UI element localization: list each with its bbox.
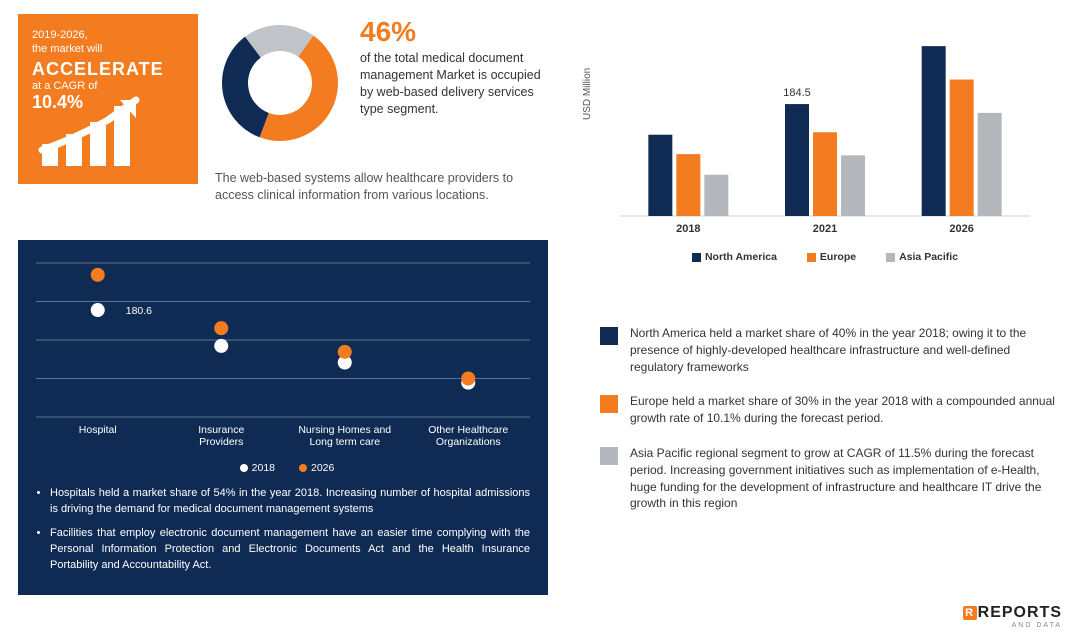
navy-bullet: Facilities that employ electronic docume… — [50, 526, 530, 574]
region-bullet: Asia Pacific regional segment to grow at… — [600, 445, 1055, 512]
svg-text:Nursing Homes and: Nursing Homes and — [298, 424, 391, 436]
region-text: Asia Pacific regional segment to grow at… — [630, 445, 1055, 512]
region-text: Europe held a market share of 30% in the… — [630, 393, 1055, 427]
growth-icon — [36, 94, 176, 174]
bar — [704, 175, 728, 216]
cagr-label: at a CAGR of — [32, 80, 184, 92]
region-swatch — [600, 447, 618, 465]
bar — [785, 104, 809, 216]
logo: RREPORTS AND DATA — [963, 604, 1062, 629]
infographic-root: 2019-2026, the market will ACCELERATE at… — [0, 0, 1080, 637]
bar — [676, 154, 700, 216]
logo-main: REPORTS — [978, 604, 1062, 621]
logo-icon: R — [963, 606, 977, 620]
region-text: North America held a market share of 40%… — [630, 325, 1055, 375]
navy-panel: 180.6 Hospital InsuranceProviders Nursing H… — [18, 240, 548, 595]
accelerate-box: 2019-2026, the market will ACCELERATE at… — [18, 14, 198, 184]
bar — [950, 80, 974, 217]
donut-caption: 46% of the total medical document manage… — [360, 16, 545, 118]
svg-text:Organizations: Organizations — [436, 436, 501, 448]
donut-subtext: The web-based systems allow healthcare p… — [215, 170, 545, 204]
bar-chart-area: USD Million 184.5201820212026 North Amer… — [590, 20, 1050, 280]
navy-bullets: Hospitals held a market share of 54% in … — [36, 486, 530, 574]
dot-point — [338, 345, 352, 359]
logo-sub: AND DATA — [963, 622, 1062, 629]
region-bullet: North America held a market share of 40%… — [600, 325, 1055, 375]
svg-text:2021: 2021 — [813, 223, 837, 235]
svg-text:Other Healthcare: Other Healthcare — [428, 424, 508, 436]
region-bullet: Europe held a market share of 30% in the… — [600, 393, 1055, 427]
accelerate-word: ACCELERATE — [32, 59, 184, 80]
svg-text:Long term care: Long term care — [309, 436, 380, 448]
bar — [648, 135, 672, 216]
svg-text:Providers: Providers — [199, 436, 243, 448]
bar-legend: North AmericaEuropeAsia Pacific — [590, 251, 1050, 263]
svg-text:2018: 2018 — [676, 223, 700, 235]
period-line2: the market will — [32, 42, 184, 56]
region-swatch — [600, 327, 618, 345]
dot-point — [214, 339, 228, 353]
dot-point — [91, 268, 105, 282]
dot-point — [91, 303, 105, 317]
dot-point — [461, 372, 475, 386]
region-swatch — [600, 395, 618, 413]
bar — [813, 132, 837, 216]
bar — [978, 113, 1002, 216]
dot-chart: 180.6 Hospital InsuranceProviders Nursing H… — [36, 255, 530, 455]
bar-ylabel: USD Million — [582, 68, 593, 120]
svg-text:2026: 2026 — [949, 223, 973, 235]
donut-desc: of the total medical document management… — [360, 50, 545, 118]
bar — [922, 46, 946, 216]
navy-bullet: Hospitals held a market share of 54% in … — [50, 486, 530, 518]
donut-percent: 46% — [360, 16, 545, 48]
svg-text:Insurance: Insurance — [198, 424, 244, 436]
dot-legend: 20182026 — [36, 462, 530, 474]
bar-chart: 184.5 2018 2021 2026 — [590, 20, 1030, 240]
svg-text:Hospital: Hospital — [79, 424, 117, 436]
svg-text:180.6: 180.6 — [126, 305, 152, 317]
period-text: 2019-2026, — [32, 28, 184, 42]
dot-point — [214, 321, 228, 335]
svg-text:184.5: 184.5 — [783, 87, 811, 99]
donut-chart — [215, 18, 345, 148]
bar — [841, 155, 865, 216]
region-bullets: North America held a market share of 40%… — [600, 325, 1055, 530]
